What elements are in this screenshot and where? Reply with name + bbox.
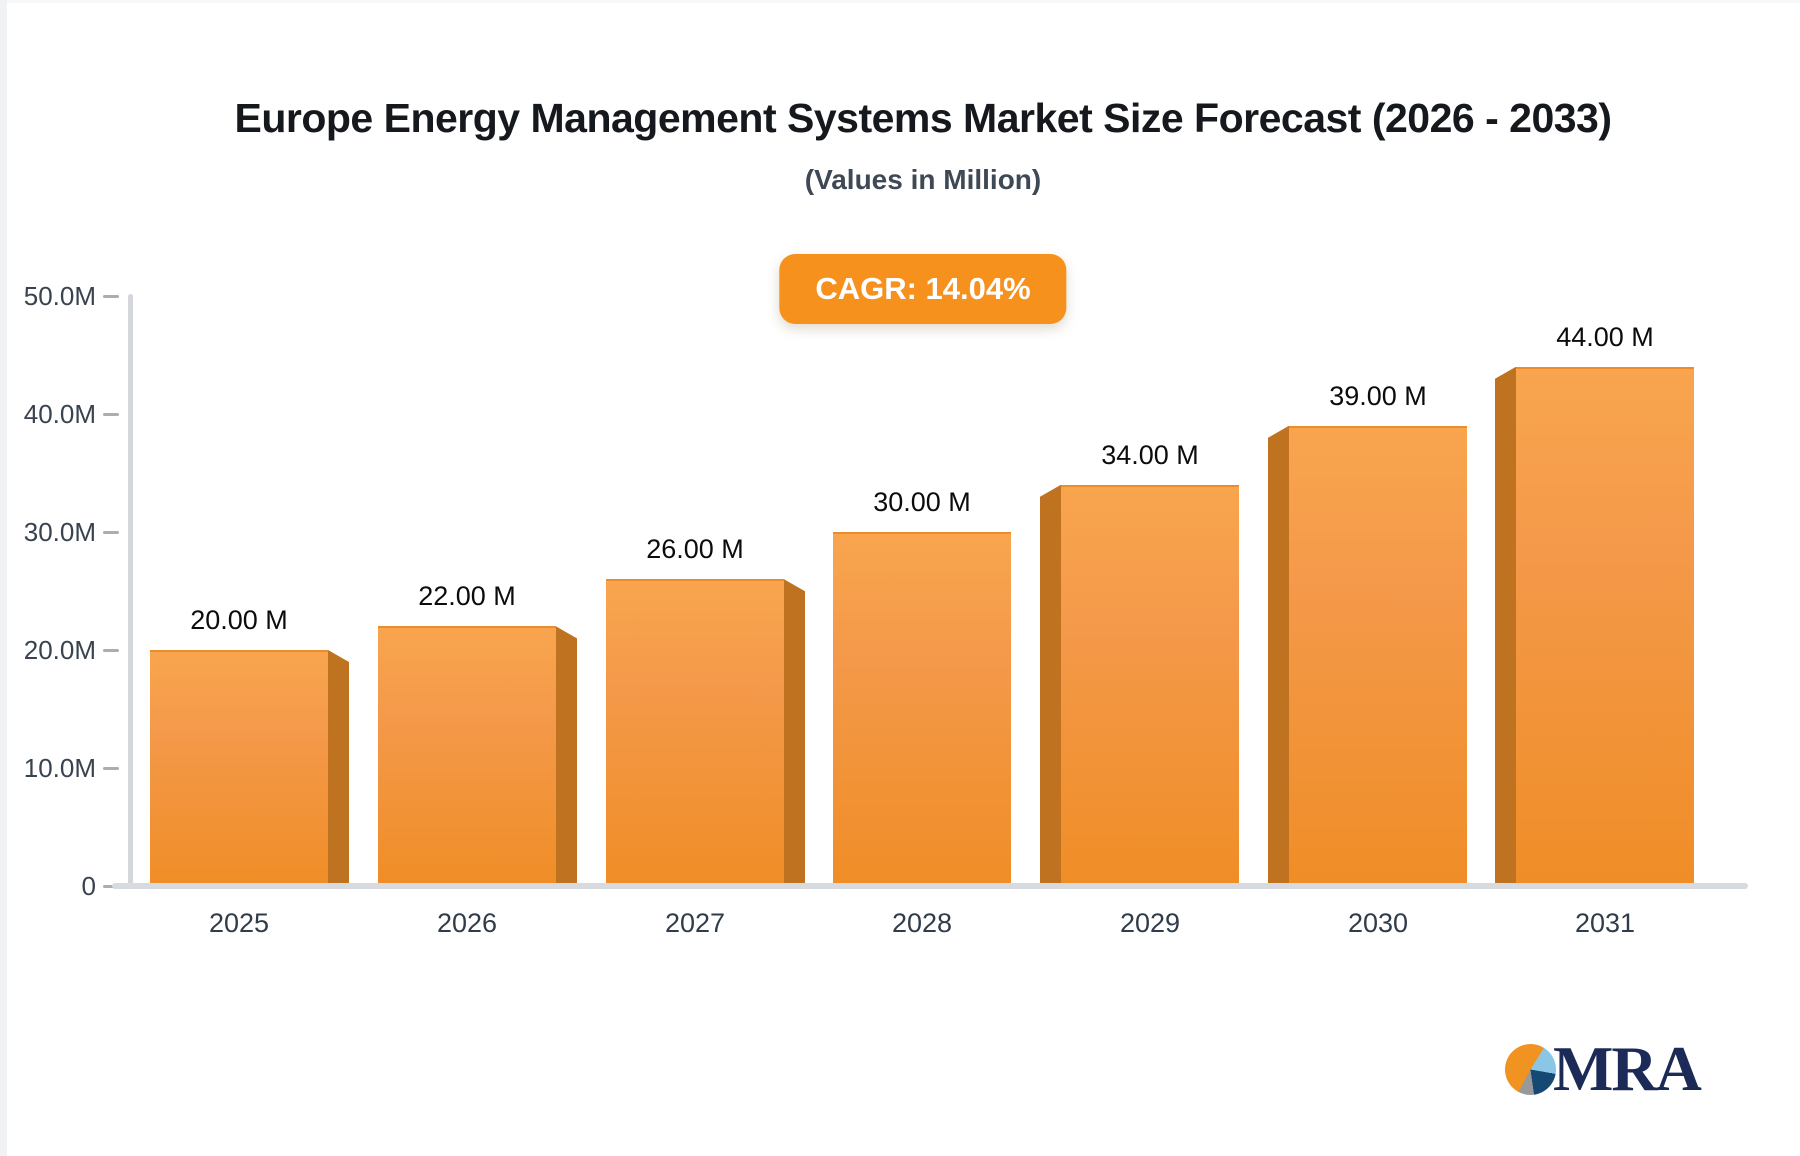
bar-side-panel bbox=[556, 626, 577, 889]
bar-value-label: 22.00 M bbox=[418, 581, 516, 612]
window-left-edge bbox=[0, 0, 7, 1156]
y-tick-label: 20.0M bbox=[23, 635, 96, 665]
bar bbox=[1516, 366, 1694, 889]
x-tick-label: 2028 bbox=[891, 908, 953, 938]
y-tick-label: 10.0M bbox=[23, 753, 96, 783]
y-tick-label: 30.0M bbox=[23, 517, 96, 547]
page-subtitle: (Values in Million) bbox=[804, 164, 1042, 195]
y-tick-label: 50.0M bbox=[23, 281, 96, 311]
bar bbox=[378, 626, 556, 889]
y-tick-mark bbox=[103, 767, 119, 770]
bar-value-label: 44.00 M bbox=[1556, 321, 1654, 352]
y-tick-mark bbox=[103, 885, 119, 888]
pie-chart-logo-icon bbox=[1505, 1044, 1556, 1095]
x-axis-line bbox=[112, 883, 1748, 889]
y-tick-mark bbox=[103, 413, 119, 416]
bar bbox=[833, 532, 1011, 889]
bar-value-label: 34.00 M bbox=[1101, 439, 1199, 470]
bar bbox=[606, 579, 784, 889]
bar-side-panel bbox=[1495, 366, 1516, 889]
page-title: Europe Energy Management Systems Market … bbox=[234, 95, 1612, 141]
chart-header: Europe Energy Management Systems Market … bbox=[46, 0, 1800, 196]
y-tick-label: 0 bbox=[81, 871, 96, 901]
window-top-edge bbox=[0, 0, 1800, 3]
bar bbox=[150, 650, 328, 889]
bar bbox=[1061, 484, 1239, 889]
y-tick-mark bbox=[103, 531, 119, 534]
bar-value-label: 20.00 M bbox=[190, 605, 288, 635]
y-tick-label: 40.0M bbox=[23, 399, 96, 429]
logo-text: MRA bbox=[1553, 1033, 1702, 1104]
bar-side-panel bbox=[1268, 425, 1289, 889]
bar-side-panel bbox=[1040, 484, 1061, 889]
cagr-badge: CAGR: 14.04% bbox=[779, 254, 1067, 324]
mra-logo: MRA bbox=[1502, 1034, 1702, 1114]
x-tick-label: 2030 bbox=[1347, 908, 1409, 938]
x-tick-label: 2025 bbox=[208, 908, 270, 938]
y-tick-mark bbox=[103, 295, 119, 298]
bar-value-label: 30.00 M bbox=[873, 487, 971, 517]
y-tick-mark bbox=[103, 649, 119, 652]
x-tick-label: 2031 bbox=[1574, 908, 1636, 938]
bar-value-label: 39.00 M bbox=[1329, 380, 1427, 411]
y-axis-line bbox=[128, 294, 133, 888]
x-tick-label: 2026 bbox=[436, 908, 498, 938]
x-tick-label: 2027 bbox=[664, 908, 726, 938]
bar-value-label: 26.00 M bbox=[646, 534, 744, 565]
bar-side-panel bbox=[328, 650, 349, 889]
x-tick-label: 2029 bbox=[1119, 908, 1181, 938]
bar bbox=[1289, 425, 1467, 889]
bar-side-panel bbox=[784, 579, 805, 889]
